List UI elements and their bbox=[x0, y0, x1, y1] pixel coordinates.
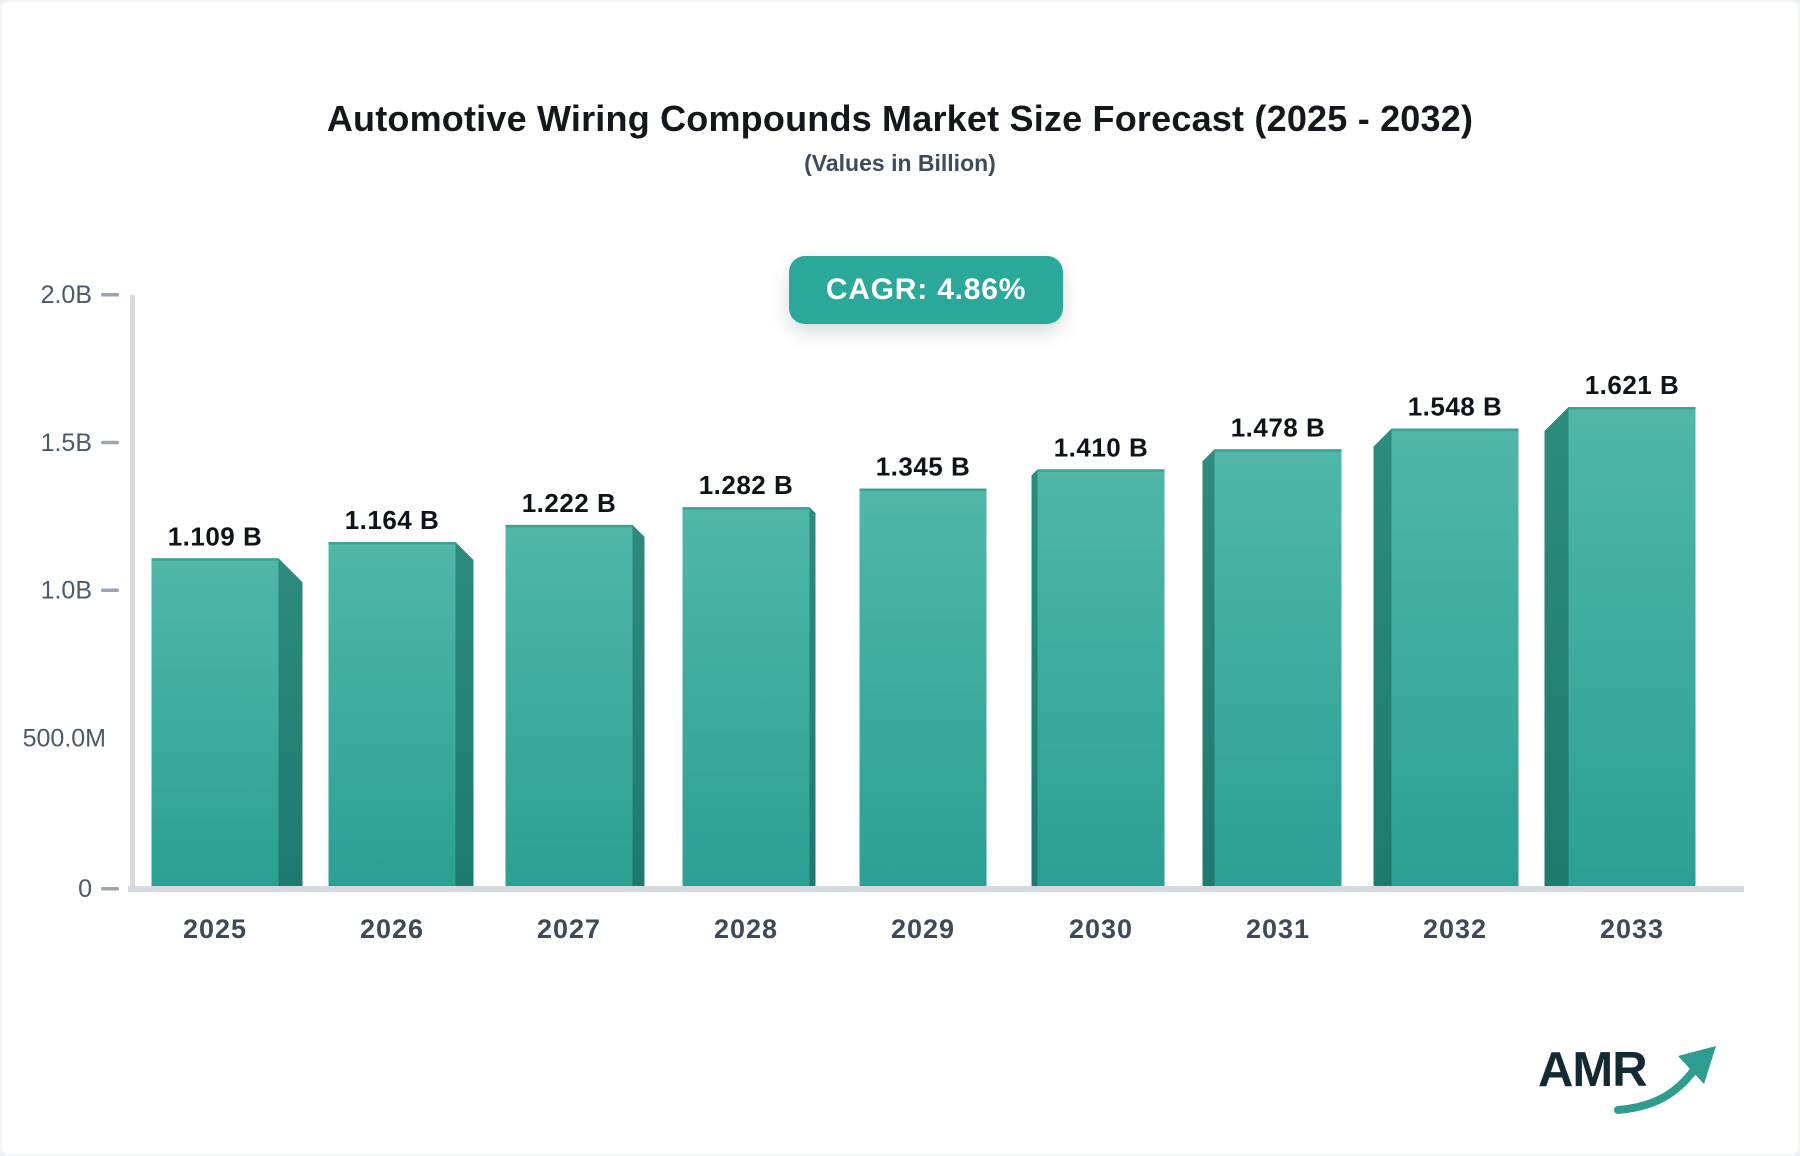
bar-value-label: 1.410 B bbox=[1054, 432, 1149, 462]
bar-side-face bbox=[1544, 406, 1569, 886]
bar-side-face bbox=[809, 507, 816, 886]
y-tick-dash bbox=[101, 887, 119, 891]
x-category-label: 2027 bbox=[537, 914, 601, 944]
bar-2033 bbox=[1568, 406, 1696, 886]
x-category-label: 2030 bbox=[1069, 914, 1133, 944]
y-axis-line bbox=[130, 295, 135, 886]
bar-top-edge bbox=[1568, 406, 1696, 410]
y-tick-label: 1.5B bbox=[41, 429, 92, 457]
bar-2029 bbox=[859, 488, 987, 886]
bar-value-label: 1.478 B bbox=[1231, 412, 1326, 442]
bar-side-face bbox=[1202, 449, 1215, 886]
y-tick-label: 2.0B bbox=[41, 281, 92, 309]
x-category-label: 2028 bbox=[714, 914, 778, 944]
bar-value-label: 1.345 B bbox=[876, 452, 971, 482]
chart-subtitle: (Values in Billion) bbox=[804, 150, 996, 176]
amr-logo: AMR bbox=[1530, 1032, 1730, 1118]
bar-top-edge bbox=[1214, 449, 1342, 452]
chart-title: Automotive Wiring Compounds Market Size … bbox=[326, 98, 1474, 139]
x-category-label: 2029 bbox=[891, 914, 955, 944]
y-tick-dash bbox=[101, 293, 119, 297]
bar-top-edge bbox=[682, 507, 810, 510]
x-category-label: 2032 bbox=[1423, 914, 1487, 944]
x-category-label: 2026 bbox=[360, 914, 424, 944]
x-category-label: 2033 bbox=[1600, 914, 1664, 944]
bar-value-label: 1.621 B bbox=[1585, 370, 1680, 400]
bar-2027 bbox=[505, 524, 633, 886]
y-tick-dash bbox=[101, 588, 119, 592]
bar-top-edge bbox=[1037, 469, 1165, 472]
x-category-label: 2031 bbox=[1246, 914, 1310, 944]
bar-side-face bbox=[1031, 469, 1038, 886]
amr-logo-text: AMR bbox=[1538, 1043, 1648, 1097]
bar-2028 bbox=[682, 507, 810, 886]
x-axis-line bbox=[128, 886, 1744, 892]
bar-top-edge bbox=[328, 542, 456, 545]
bar-side-face bbox=[632, 524, 645, 886]
trend-up-arrow-icon bbox=[1614, 1046, 1716, 1114]
bar-2030 bbox=[1037, 469, 1165, 886]
bar-value-label: 1.282 B bbox=[699, 470, 794, 500]
y-tick-label: 500.0M bbox=[23, 724, 106, 752]
bar-side-face bbox=[278, 558, 303, 886]
bar-value-label: 1.164 B bbox=[345, 505, 440, 535]
y-tick-label: 1.0B bbox=[41, 577, 92, 605]
bar-value-label: 1.222 B bbox=[522, 488, 617, 518]
bar-value-label: 1.548 B bbox=[1408, 392, 1503, 422]
bar-2031 bbox=[1214, 449, 1342, 886]
bar-top-edge bbox=[859, 488, 987, 492]
bar-top-edge bbox=[505, 524, 633, 528]
y-tick-dash bbox=[101, 440, 119, 445]
bar-2025 bbox=[151, 558, 279, 886]
bar-side-face bbox=[455, 542, 474, 886]
bar-value-label: 1.109 B bbox=[168, 521, 263, 551]
bar-top-edge bbox=[151, 558, 279, 561]
bar-side-face bbox=[1373, 428, 1392, 886]
x-category-label: 2025 bbox=[183, 914, 247, 944]
bar-top-edge bbox=[1391, 428, 1519, 432]
cagr-badge: CAGR: 4.86% bbox=[789, 256, 1063, 324]
bar-2026 bbox=[328, 542, 456, 886]
cagr-badge-label: CAGR: 4.86% bbox=[825, 273, 1027, 306]
y-tick-label: 0 bbox=[78, 875, 92, 903]
bar-2032 bbox=[1391, 428, 1519, 886]
